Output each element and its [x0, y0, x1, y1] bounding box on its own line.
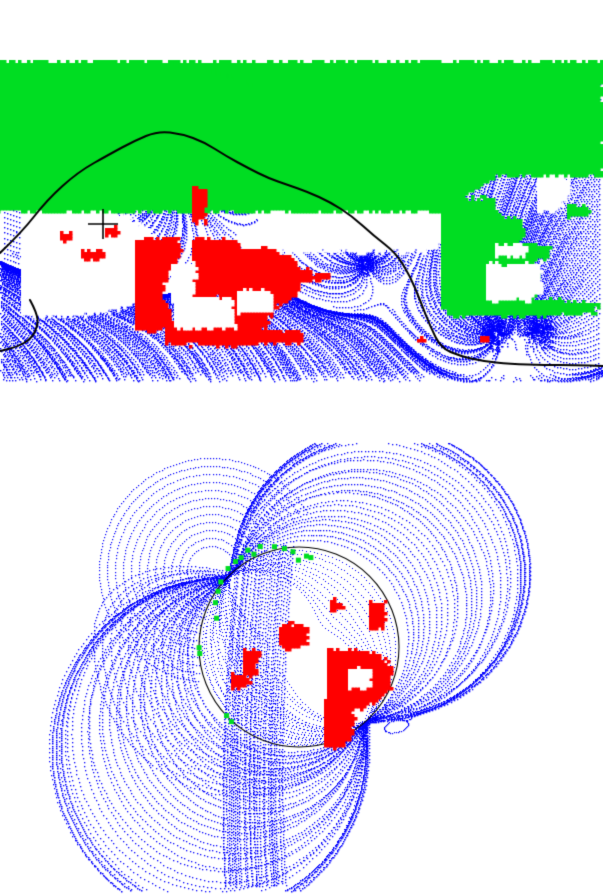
- figure: [0, 0, 603, 895]
- field-line-plot-canvas: [0, 0, 603, 895]
